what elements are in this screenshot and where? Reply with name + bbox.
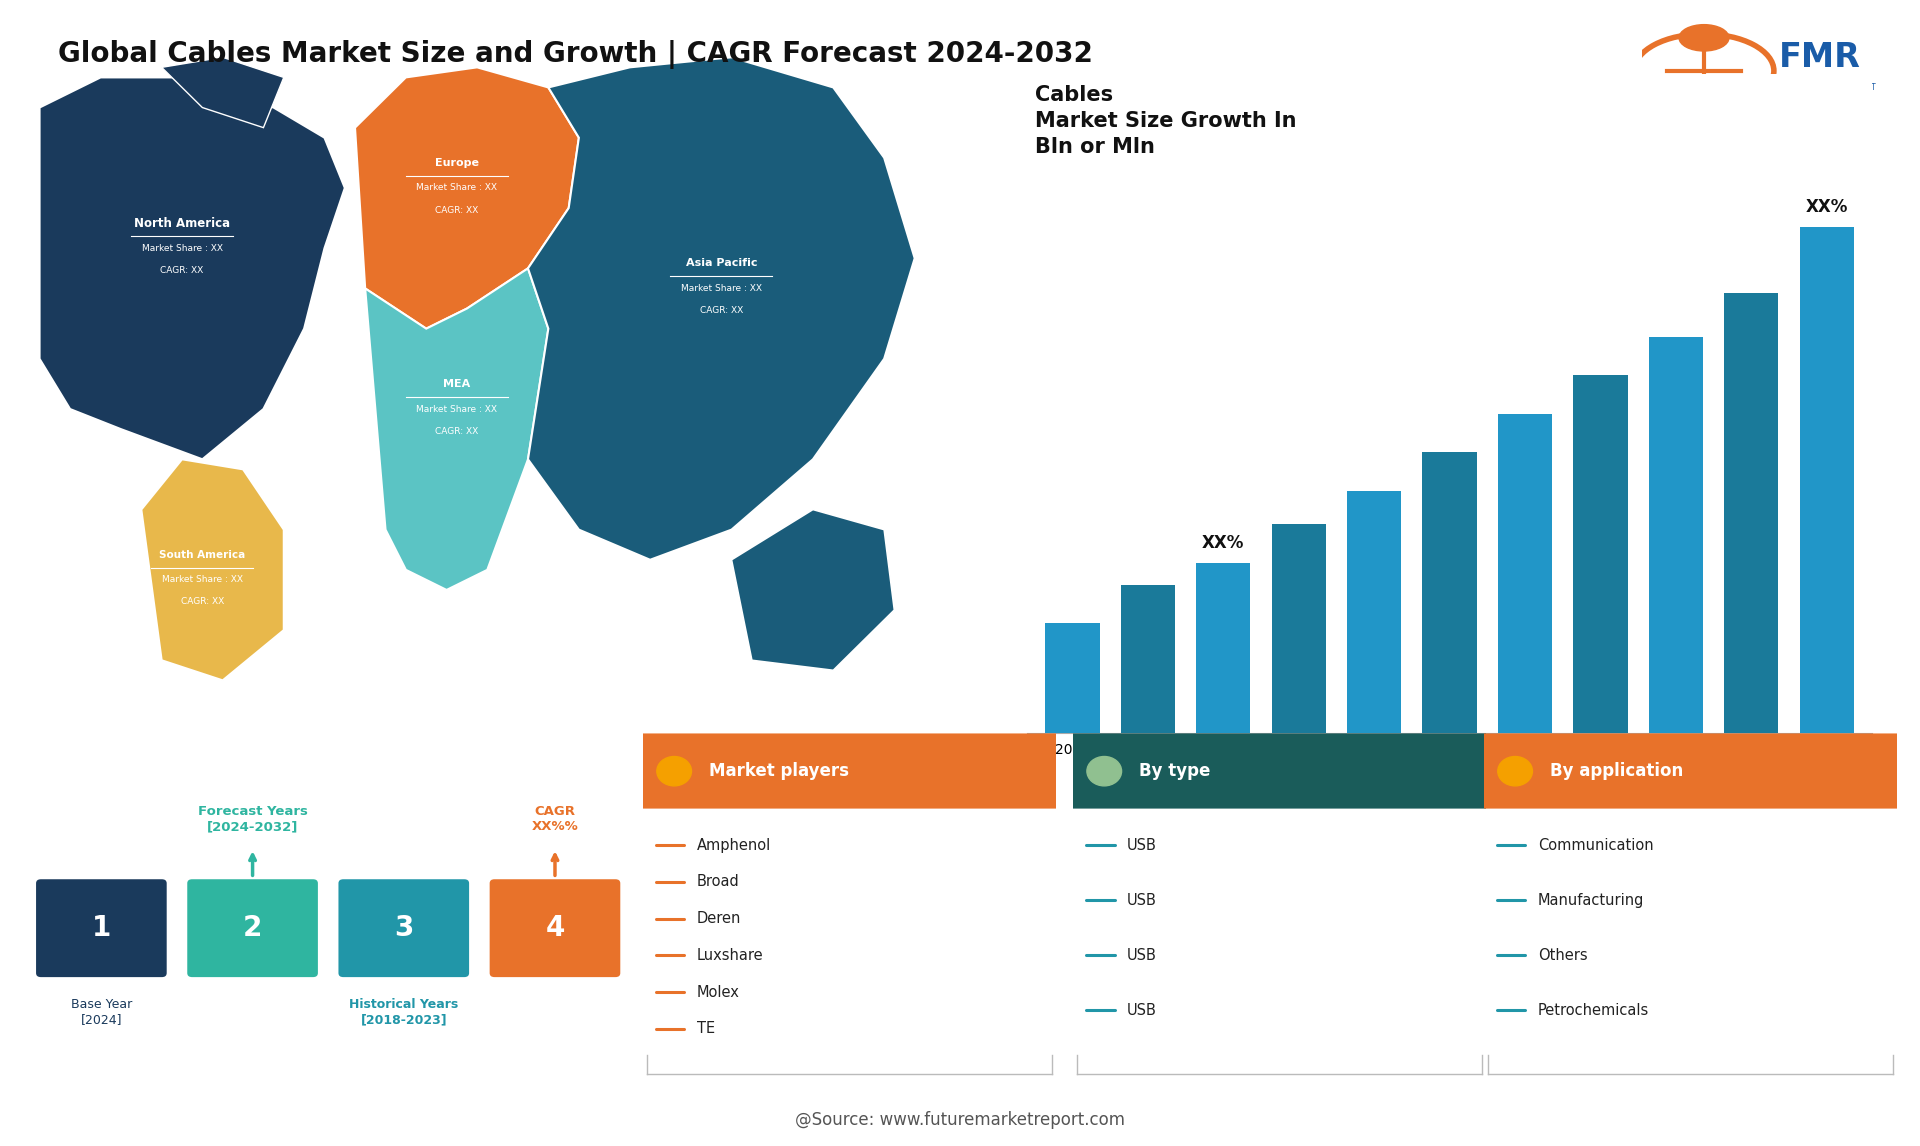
Text: Market Share : XX: Market Share : XX	[682, 284, 762, 293]
Text: XX%: XX%	[1202, 534, 1244, 551]
Polygon shape	[365, 268, 549, 590]
Circle shape	[657, 756, 691, 786]
Text: 1: 1	[92, 915, 111, 942]
Bar	[1423, 453, 1476, 733]
Polygon shape	[355, 68, 580, 329]
Bar	[1572, 376, 1628, 733]
Bar	[1498, 414, 1551, 733]
Polygon shape	[732, 510, 895, 670]
Text: CAGR: XX: CAGR: XX	[436, 426, 478, 435]
Text: 4: 4	[545, 915, 564, 942]
Text: By application: By application	[1549, 762, 1684, 780]
Text: @Source: www.futuremarketreport.com: @Source: www.futuremarketreport.com	[795, 1110, 1125, 1129]
Text: Molex: Molex	[697, 984, 739, 999]
Text: 3: 3	[394, 915, 413, 942]
Bar	[1271, 524, 1327, 733]
Bar	[1799, 227, 1855, 733]
Text: Petrochemicals: Petrochemicals	[1538, 1003, 1649, 1018]
Polygon shape	[528, 57, 914, 559]
FancyBboxPatch shape	[188, 879, 319, 978]
Text: USB: USB	[1127, 948, 1158, 963]
Circle shape	[1087, 756, 1121, 786]
Text: Base Year
[2024]: Base Year [2024]	[71, 998, 132, 1026]
Text: North America: North America	[134, 217, 230, 229]
FancyBboxPatch shape	[490, 879, 620, 978]
FancyBboxPatch shape	[338, 879, 468, 978]
Text: Historical Years
[2018-2023]: Historical Years [2018-2023]	[349, 998, 459, 1026]
Text: Market Share : XX: Market Share : XX	[417, 405, 497, 414]
Text: By type: By type	[1139, 762, 1212, 780]
Circle shape	[1678, 24, 1728, 52]
Text: USB: USB	[1127, 893, 1158, 908]
Text: Amphenol: Amphenol	[697, 838, 772, 853]
Circle shape	[1498, 756, 1532, 786]
Bar	[1348, 490, 1402, 733]
Text: MEA: MEA	[444, 379, 470, 388]
Text: FMR: FMR	[1778, 41, 1860, 74]
FancyBboxPatch shape	[36, 879, 167, 978]
Text: 2: 2	[244, 915, 263, 942]
Text: Deren: Deren	[697, 911, 741, 926]
Text: Communication: Communication	[1538, 838, 1653, 853]
Text: Manufacturing: Manufacturing	[1538, 893, 1644, 908]
Text: XX%: XX%	[1805, 197, 1847, 215]
Text: USB: USB	[1127, 1003, 1158, 1018]
FancyBboxPatch shape	[637, 733, 1062, 809]
Text: Luxshare: Luxshare	[697, 948, 764, 963]
Text: Broad: Broad	[697, 874, 739, 889]
Text: Market players: Market players	[708, 762, 849, 780]
Text: Market Share : XX: Market Share : XX	[142, 244, 223, 253]
Polygon shape	[142, 460, 284, 681]
Text: South America: South America	[159, 550, 246, 559]
Bar	[1196, 563, 1250, 733]
Text: CAGR: XX: CAGR: XX	[699, 306, 743, 315]
Text: USB: USB	[1127, 838, 1158, 853]
Bar	[1044, 623, 1100, 733]
FancyBboxPatch shape	[1068, 733, 1492, 809]
Text: TE: TE	[697, 1021, 714, 1036]
Text: Europe: Europe	[434, 158, 478, 167]
Polygon shape	[161, 57, 284, 127]
Bar	[1649, 337, 1703, 733]
Text: FUTURE MARKET REPORT: FUTURE MARKET REPORT	[1778, 84, 1876, 93]
Text: Market Share : XX: Market Share : XX	[161, 575, 242, 584]
Text: CAGR
XX%%: CAGR XX%%	[532, 806, 578, 833]
Text: Market Share : XX: Market Share : XX	[417, 183, 497, 193]
Bar	[1121, 584, 1175, 733]
Text: Asia Pacific: Asia Pacific	[685, 258, 756, 268]
Text: Global Cables Market Size and Growth | CAGR Forecast 2024-2032: Global Cables Market Size and Growth | C…	[58, 40, 1092, 69]
Text: Forecast Years
[2024-2032]: Forecast Years [2024-2032]	[198, 806, 307, 833]
Text: Cables
Market Size Growth In
Bln or Mln: Cables Market Size Growth In Bln or Mln	[1035, 85, 1296, 157]
Text: CAGR: XX: CAGR: XX	[161, 266, 204, 275]
Text: CAGR: XX: CAGR: XX	[436, 205, 478, 214]
Text: Others: Others	[1538, 948, 1588, 963]
Text: CAGR: XX: CAGR: XX	[180, 597, 225, 606]
Bar	[1724, 292, 1778, 733]
Polygon shape	[40, 78, 346, 460]
FancyBboxPatch shape	[1478, 733, 1903, 809]
